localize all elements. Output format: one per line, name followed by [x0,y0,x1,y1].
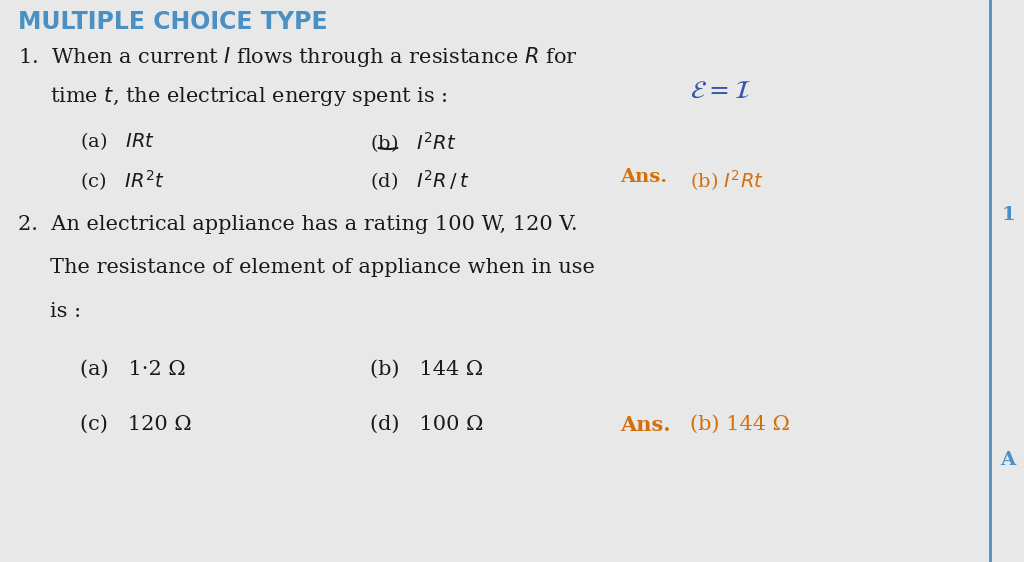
Text: (c)   $IR^2t$: (c) $IR^2t$ [80,168,165,193]
Text: (c)   120 Ω: (c) 120 Ω [80,415,191,434]
Text: $\mathcal{E}=\mathcal{I}$: $\mathcal{E}=\mathcal{I}$ [690,80,752,103]
Text: (b)   144 Ω: (b) 144 Ω [370,360,483,379]
Text: (b) $I^2Rt$: (b) $I^2Rt$ [690,168,764,193]
Text: (d)   100 Ω: (d) 100 Ω [370,415,483,434]
Text: (a)   1·2 Ω: (a) 1·2 Ω [80,360,185,379]
Text: time $t$, the electrical energy spent is :: time $t$, the electrical energy spent is… [50,85,447,108]
Text: A: A [1000,451,1016,469]
Text: MULTIPLE CHOICE TYPE: MULTIPLE CHOICE TYPE [18,10,328,34]
Text: is :: is : [50,302,81,321]
Text: (b)   $I^2Rt$: (b) $I^2Rt$ [370,130,457,155]
Text: 1: 1 [1001,206,1015,224]
Text: Ans.: Ans. [620,415,671,435]
Text: (d)   $I^2R\,/\,t$: (d) $I^2R\,/\,t$ [370,168,469,193]
Text: 2.  An electrical appliance has a rating 100 W, 120 V.: 2. An electrical appliance has a rating … [18,215,578,234]
Text: (a)   $IRt$: (a) $IRt$ [80,130,155,152]
Text: (b) 144 Ω: (b) 144 Ω [690,415,790,434]
Text: The resistance of element of appliance when in use: The resistance of element of appliance w… [50,258,595,277]
Text: Ans.: Ans. [620,168,667,186]
Text: 1.  When a current $I$ flows through a resistance $R$ for: 1. When a current $I$ flows through a re… [18,45,578,69]
